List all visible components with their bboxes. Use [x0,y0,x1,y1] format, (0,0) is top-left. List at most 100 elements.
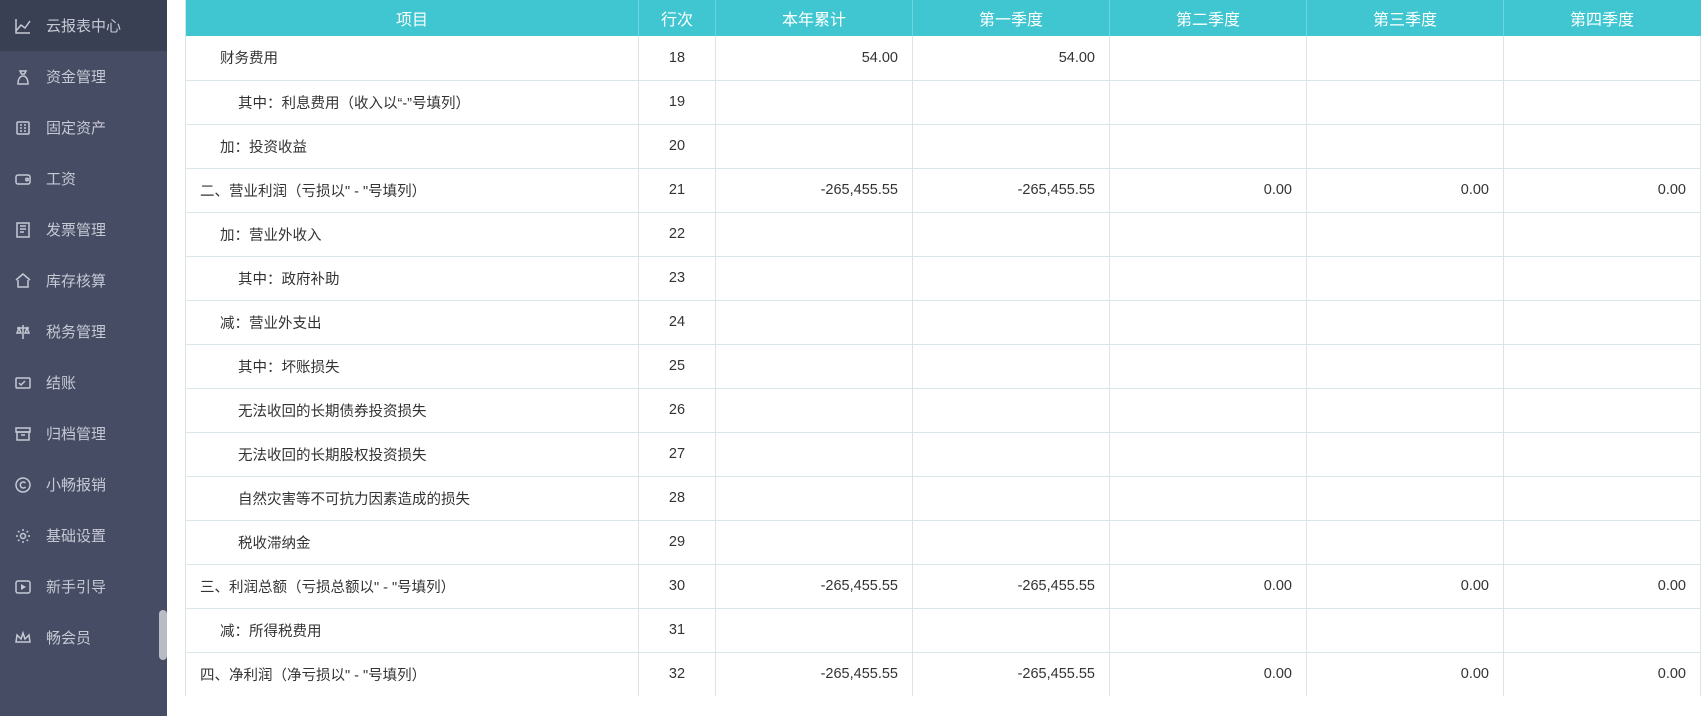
sidebar-item-fixed-assets[interactable]: 固定资产 [0,102,167,153]
cell-q3 [1307,300,1504,344]
cell-q3 [1307,256,1504,300]
sidebar-item-label: 资金管理 [46,66,106,87]
cell-q1: 54.00 [913,36,1110,80]
money-bag-icon [14,68,32,86]
cell-item: 税收滞纳金 [186,520,639,564]
sidebar-item-invoice[interactable]: 发票管理 [0,204,167,255]
cell-line: 18 [639,36,716,80]
cell-ytd [716,344,913,388]
table-row: 减：营业外支出24 [186,300,1701,344]
house-icon [14,272,32,290]
cell-ytd: 54.00 [716,36,913,80]
cell-ytd [716,520,913,564]
table-row: 自然灾害等不可抗力因素造成的损失28 [186,476,1701,520]
sidebar-item-fund-manage[interactable]: 资金管理 [0,51,167,102]
cell-line: 22 [639,212,716,256]
main-content: 项目行次本年累计第一季度第二季度第三季度第四季度 财务费用1854.0054.0… [167,0,1701,716]
table-row: 财务费用1854.0054.00 [186,36,1701,80]
table-row: 三、利润总额（亏损总额以" - "号填列）30-265,455.55-265,4… [186,564,1701,608]
cell-item: 其中：利息费用（收入以“-”号填列） [186,80,639,124]
cell-q4 [1504,388,1701,432]
sidebar-item-salary[interactable]: 工资 [0,153,167,204]
cell-q2 [1110,300,1307,344]
checkbook-icon [14,374,32,392]
cell-ytd [716,300,913,344]
cell-q1: -265,455.55 [913,168,1110,212]
sidebar-item-reseller[interactable]: 小畅报销 [0,459,167,510]
sidebar-item-inventory[interactable]: 库存核算 [0,255,167,306]
table-row: 减：所得税费用31 [186,608,1701,652]
cell-q4: 0.00 [1504,564,1701,608]
sidebar-scrollbar-thumb[interactable] [159,610,167,660]
cell-line: 30 [639,564,716,608]
cell-line: 20 [639,124,716,168]
sidebar-item-label: 基础设置 [46,525,106,546]
receipt-icon [14,221,32,239]
cell-q1 [913,388,1110,432]
sidebar-item-label: 小畅报销 [46,474,106,495]
cell-q2 [1110,476,1307,520]
cell-q3: 0.00 [1307,168,1504,212]
crown-icon [14,629,32,647]
cell-q4 [1504,344,1701,388]
sidebar-item-label: 新手引导 [46,576,106,597]
table-row: 无法收回的长期债券投资损失26 [186,388,1701,432]
sidebar-item-label: 税务管理 [46,321,106,342]
cell-ytd: -265,455.55 [716,168,913,212]
cell-q4 [1504,80,1701,124]
cell-q2 [1110,124,1307,168]
cell-item: 其中：坏账损失 [186,344,639,388]
cell-item: 加：营业外收入 [186,212,639,256]
sidebar-item-vip[interactable]: 畅会员 [0,612,167,663]
cell-q2 [1110,432,1307,476]
cell-q1 [913,520,1110,564]
table-row: 税收滞纳金29 [186,520,1701,564]
cell-q3 [1307,432,1504,476]
sidebar-item-tax[interactable]: 税务管理 [0,306,167,357]
cell-q1 [913,344,1110,388]
sidebar-item-archive[interactable]: 归档管理 [0,408,167,459]
sidebar-item-label: 库存核算 [46,270,106,291]
column-header-q4: 第四季度 [1504,0,1701,36]
sidebar-item-label: 固定资产 [46,117,106,138]
cell-item: 其中：政府补助 [186,256,639,300]
cell-q3 [1307,520,1504,564]
sidebar-item-close-books[interactable]: 结账 [0,357,167,408]
cell-ytd [716,256,913,300]
cell-q1 [913,608,1110,652]
cell-item: 无法收回的长期股权投资损失 [186,432,639,476]
sidebar: 云报表中心资金管理固定资产工资发票管理库存核算税务管理结账归档管理小畅报销基础设… [0,0,167,716]
sidebar-item-guide[interactable]: 新手引导 [0,561,167,612]
cell-q4: 0.00 [1504,652,1701,696]
table-row: 无法收回的长期股权投资损失27 [186,432,1701,476]
cell-line: 28 [639,476,716,520]
building-icon [14,119,32,137]
cell-line: 25 [639,344,716,388]
cell-q4 [1504,432,1701,476]
cell-item: 加：投资收益 [186,124,639,168]
scale-icon [14,323,32,341]
wallet-icon [14,170,32,188]
cell-item: 无法收回的长期债券投资损失 [186,388,639,432]
cell-q2: 0.00 [1110,168,1307,212]
cell-q2 [1110,36,1307,80]
sidebar-item-cloud-report[interactable]: 云报表中心 [0,0,167,51]
cell-line: 31 [639,608,716,652]
cell-q1 [913,300,1110,344]
sidebar-item-settings[interactable]: 基础设置 [0,510,167,561]
table-row: 加：投资收益20 [186,124,1701,168]
report-table: 项目行次本年累计第一季度第二季度第三季度第四季度 财务费用1854.0054.0… [185,0,1701,696]
cell-ytd: -265,455.55 [716,652,913,696]
cell-q4 [1504,212,1701,256]
cell-q2 [1110,344,1307,388]
table-header: 项目行次本年累计第一季度第二季度第三季度第四季度 [186,0,1701,36]
table-row: 其中：坏账损失25 [186,344,1701,388]
cell-q2 [1110,256,1307,300]
archive-icon [14,425,32,443]
cell-q1: -265,455.55 [913,564,1110,608]
cell-q4 [1504,36,1701,80]
cell-q3 [1307,388,1504,432]
cell-q1 [913,124,1110,168]
sidebar-item-label: 发票管理 [46,219,106,240]
cell-q2 [1110,608,1307,652]
